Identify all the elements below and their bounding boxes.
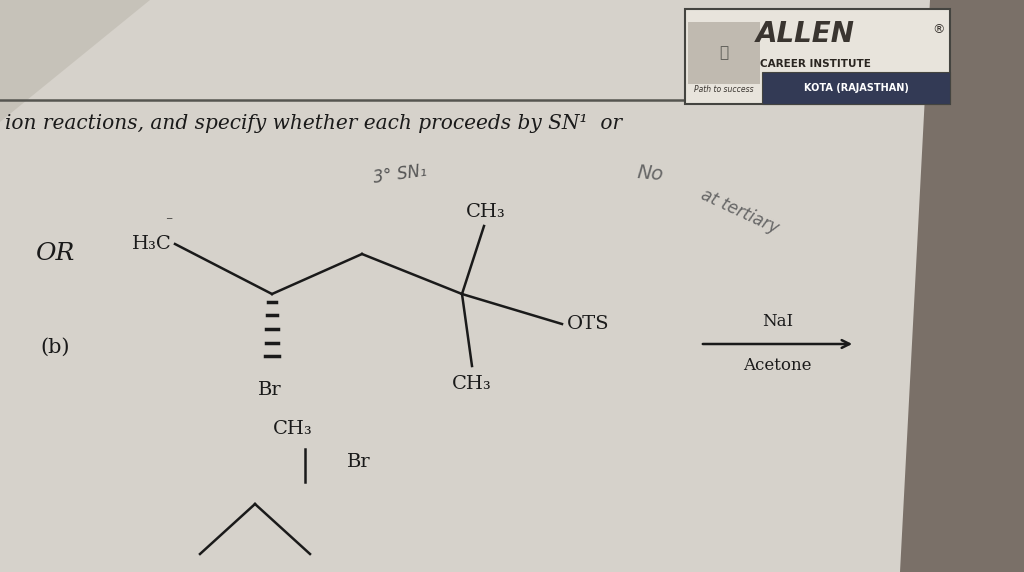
Text: ALLEN: ALLEN [756, 20, 854, 48]
Text: at tertiary: at tertiary [698, 186, 781, 238]
Text: ion reactions, and specify whether each proceeds by SN¹  or: ion reactions, and specify whether each … [5, 114, 623, 133]
Polygon shape [900, 0, 1024, 572]
Text: NaI: NaI [762, 313, 793, 331]
Text: OR: OR [35, 243, 75, 265]
FancyBboxPatch shape [685, 9, 950, 104]
Text: CH₃: CH₃ [273, 420, 313, 438]
Text: 3° SN₁: 3° SN₁ [372, 161, 428, 186]
Polygon shape [0, 0, 950, 572]
Polygon shape [0, 0, 150, 122]
Text: KOTA (RAJASTHAN): KOTA (RAJASTHAN) [804, 83, 908, 93]
Text: No: No [636, 164, 664, 185]
Text: ⁻: ⁻ [165, 215, 172, 229]
Text: CAREER INSTITUTE: CAREER INSTITUTE [760, 59, 870, 69]
Text: CH₃: CH₃ [453, 375, 492, 393]
FancyBboxPatch shape [762, 72, 950, 104]
Text: H₃C: H₃C [132, 235, 172, 253]
FancyBboxPatch shape [688, 22, 760, 84]
Text: Path to success: Path to success [694, 85, 754, 94]
Text: Br: Br [347, 453, 371, 471]
Text: OTS: OTS [567, 315, 609, 333]
Text: ®: ® [932, 23, 944, 37]
Text: CH₃: CH₃ [466, 203, 506, 221]
Text: Br: Br [258, 381, 282, 399]
Text: 🚗: 🚗 [720, 46, 728, 61]
Text: Acetone: Acetone [743, 358, 812, 375]
Text: (b): (b) [40, 337, 70, 356]
